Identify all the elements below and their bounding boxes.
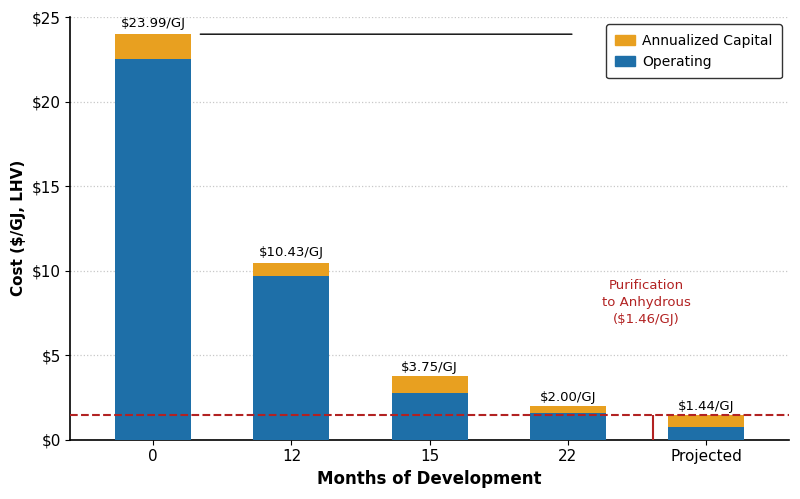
Bar	[668, 427, 744, 440]
Text: $1.44/GJ: $1.44/GJ	[678, 400, 734, 413]
Bar	[115, 59, 191, 440]
Text: $10.43/GJ: $10.43/GJ	[259, 246, 324, 259]
Bar	[668, 415, 744, 427]
Bar	[115, 34, 191, 59]
Text: $23.99/GJ: $23.99/GJ	[121, 17, 186, 30]
Bar	[392, 393, 468, 440]
Y-axis label: Cost ($/GJ, LHV): Cost ($/GJ, LHV)	[11, 160, 26, 296]
Bar	[254, 263, 330, 275]
Bar	[392, 376, 468, 393]
Legend: Annualized Capital, Operating: Annualized Capital, Operating	[606, 24, 782, 78]
Bar	[530, 406, 606, 413]
Text: $2.00/GJ: $2.00/GJ	[539, 391, 596, 404]
X-axis label: Months of Development: Months of Development	[318, 470, 542, 488]
Bar	[530, 413, 606, 440]
Bar	[254, 275, 330, 440]
Text: $3.75/GJ: $3.75/GJ	[402, 361, 458, 374]
Text: Purification
to Anhydrous
($1.46/GJ): Purification to Anhydrous ($1.46/GJ)	[602, 279, 691, 326]
